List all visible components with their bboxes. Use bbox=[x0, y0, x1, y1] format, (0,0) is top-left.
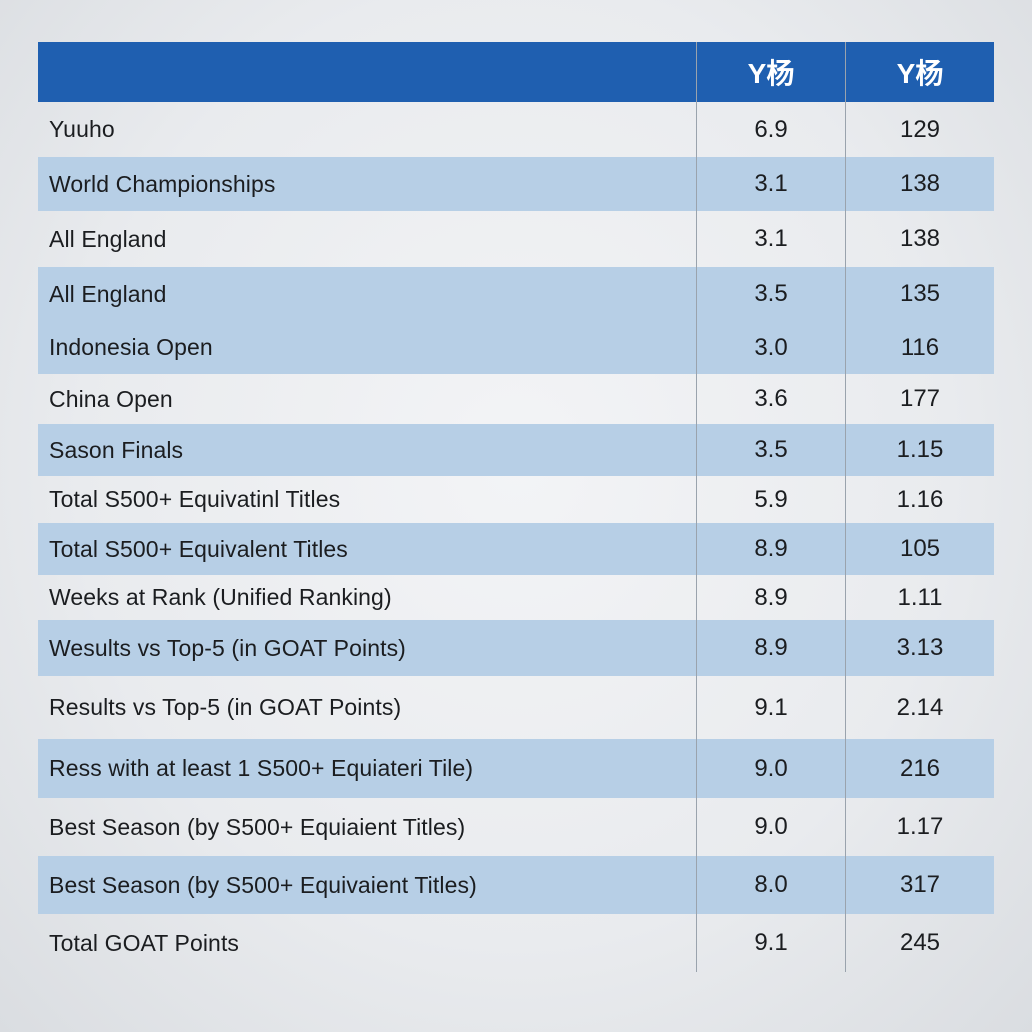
table-row: Ress with at least 1 S500+ Equiateri Til… bbox=[38, 739, 994, 798]
table-row: Total S500+ Equivatinl Titles 5.9 1.16 bbox=[38, 476, 994, 523]
row-label: Total S500+ Equivalent Titles bbox=[49, 535, 348, 562]
table-row: Sason Finals 3.5 1.15 bbox=[38, 424, 994, 476]
column-header-2: Y杨 bbox=[896, 58, 944, 89]
row-value-1: 6.9 bbox=[754, 115, 788, 143]
row-value-2: 1.11 bbox=[897, 583, 943, 611]
row-value-2: 138 bbox=[899, 170, 941, 197]
table-row: Total GOAT Points 9.1 245 bbox=[38, 914, 994, 972]
column-header-1: Y杨 bbox=[747, 58, 795, 89]
row-label: Best Season (by S500+ Equivaient Titles) bbox=[49, 871, 477, 898]
row-value-2: 1.15 bbox=[896, 436, 944, 463]
row-label: All England bbox=[49, 225, 167, 252]
table-row: Best Season (by S500+ Equivaient Titles)… bbox=[38, 856, 994, 914]
row-label: Best Season (by S500+ Equiaient Titles) bbox=[49, 813, 466, 840]
row-value-2: 317 bbox=[899, 871, 941, 898]
row-value-1: 8.0 bbox=[754, 871, 788, 898]
row-label: All England bbox=[49, 280, 167, 307]
comparison-table: Y杨 Y杨 Yuuho 6.9 129 World Championships 3.1 1… bbox=[38, 42, 994, 972]
column-divider-1 bbox=[696, 42, 697, 972]
row-value-2: 116 bbox=[900, 333, 940, 361]
row-label: Weeks at Rank (Unified Ranking) bbox=[49, 584, 392, 610]
table-row: All England 3.1 138 bbox=[38, 211, 994, 267]
row-value-1: 9.1 bbox=[754, 929, 788, 956]
row-value-2: 138 bbox=[899, 225, 941, 252]
row-label: Sason Finals bbox=[49, 436, 184, 463]
row-label: World Championships bbox=[49, 170, 276, 197]
table-row: All England 3.5 135 bbox=[38, 267, 994, 321]
table-row: Weeks at Rank (Unified Ranking) 8.9 1.11 bbox=[38, 575, 994, 620]
row-value-2: 129 bbox=[899, 115, 941, 143]
row-label: Indonesia Open bbox=[49, 334, 213, 360]
row-label: Total GOAT Points bbox=[49, 929, 240, 956]
row-label: Wesults vs Top-5 (in GOAT Points) bbox=[49, 634, 406, 661]
row-value-2: 105 bbox=[899, 535, 941, 562]
row-label: Total S500+ Equivatinl Titles bbox=[49, 486, 341, 512]
row-label: Ress with at least 1 S500+ Equiateri Til… bbox=[49, 755, 474, 781]
table-row: World Championships 3.1 138 bbox=[38, 157, 994, 211]
row-value-1: 3.5 bbox=[754, 280, 788, 307]
row-value-1: 3.6 bbox=[754, 385, 788, 412]
table-row: Results vs Top-5 (in GOAT Points) 9.1 2.14 bbox=[38, 676, 994, 739]
row-value-1: 5.9 bbox=[754, 485, 788, 513]
table-row: China Open 3.6 177 bbox=[38, 374, 994, 424]
table-row: Best Season (by S500+ Equiaient Titles) 9… bbox=[38, 798, 994, 856]
table-row: Yuuho 6.9 129 bbox=[38, 102, 994, 157]
row-value-1: 9.1 bbox=[754, 693, 788, 721]
row-label: Yuuho bbox=[49, 116, 115, 142]
row-value-1: 3.5 bbox=[754, 436, 788, 463]
row-value-1: 3.1 bbox=[754, 170, 788, 197]
table-header: Y杨 Y杨 bbox=[38, 42, 994, 102]
row-value-1: 3.0 bbox=[754, 333, 788, 361]
row-value-1: 8.9 bbox=[754, 634, 788, 661]
table-row: Wesults vs Top-5 (in GOAT Points) 8.9 3.13 bbox=[38, 620, 994, 676]
row-value-2: 135 bbox=[899, 280, 941, 307]
table-row: Indonesia Open 3.0 116 bbox=[38, 321, 994, 374]
row-value-1: 8.9 bbox=[754, 583, 788, 611]
row-value-2: 216 bbox=[899, 754, 941, 782]
row-value-2: 245 bbox=[899, 929, 941, 956]
row-label: China Open bbox=[49, 385, 173, 412]
table-row: Total S500+ Equivalent Titles 8.9 105 bbox=[38, 523, 994, 575]
row-value-2: 1.16 bbox=[896, 485, 944, 513]
row-value-1: 9.0 bbox=[754, 813, 788, 840]
row-value-1: 8.9 bbox=[754, 535, 788, 562]
row-label: Results vs Top-5 (in GOAT Points) bbox=[49, 694, 402, 720]
row-value-2: 177 bbox=[899, 385, 941, 412]
row-value-2: 3.13 bbox=[896, 634, 944, 661]
row-value-2: 2.14 bbox=[896, 693, 944, 721]
row-value-1: 9.0 bbox=[754, 754, 788, 782]
column-divider-2 bbox=[845, 42, 846, 972]
row-value-2: 1.17 bbox=[896, 813, 944, 840]
row-value-1: 3.1 bbox=[754, 225, 788, 252]
